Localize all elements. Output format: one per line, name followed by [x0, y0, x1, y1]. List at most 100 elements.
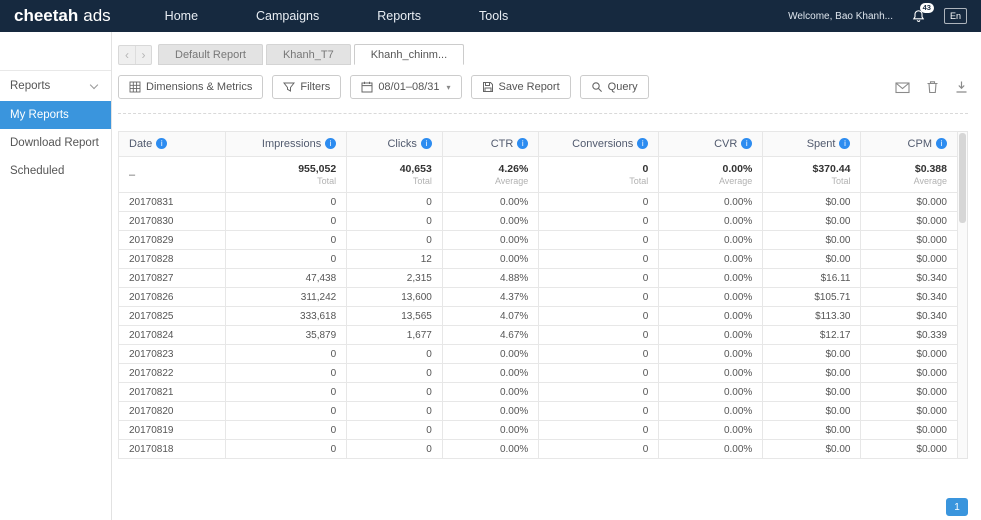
chevron-down-icon — [89, 80, 99, 89]
table-row: 20170821 0 0 0.00% 0 0.00% $0.00 $0.000 — [118, 382, 958, 402]
query-button[interactable]: Query — [579, 75, 649, 99]
nav-home[interactable]: Home — [164, 9, 199, 23]
brand-light: ads — [83, 6, 111, 25]
info-icon[interactable]: i — [839, 138, 851, 149]
tab-khanh-chinm[interactable]: Khanh_chinm... — [353, 44, 465, 65]
value-cell: 0.00% — [441, 363, 540, 383]
value-cell: 0 — [538, 325, 660, 345]
main-content: ‹ › Default Report Khanh_T7 Khanh_chinm.… — [112, 32, 981, 520]
value-cell: 0.00% — [658, 325, 764, 345]
report-tabbar: ‹ › Default Report Khanh_T7 Khanh_chinm.… — [118, 44, 968, 65]
date-cell: 20170821 — [118, 382, 226, 402]
value-cell: 0.00% — [441, 344, 540, 364]
date-cell: 20170831 — [118, 192, 226, 212]
value-cell: 0.00% — [658, 268, 764, 288]
column-header-impressions[interactable]: Impressions i — [224, 131, 348, 157]
sidebar-item-scheduled[interactable]: Scheduled — [10, 165, 65, 177]
column-header-date[interactable]: Date i — [118, 131, 226, 157]
notification-bell-icon[interactable]: 43 — [911, 2, 934, 24]
tab-default-report[interactable]: Default Report — [158, 44, 263, 65]
nav-tools[interactable]: Tools — [479, 9, 509, 23]
info-icon[interactable]: i — [156, 138, 168, 149]
summary-row: – 955,052 Total 40,653 Total 4.26% Average … — [118, 156, 958, 193]
column-header-ctr[interactable]: CTR i — [441, 131, 540, 157]
value-cell: 0 — [346, 230, 443, 250]
nav-campaigns[interactable]: Campaigns — [256, 9, 320, 23]
table-row: 20170823 0 0 0.00% 0 0.00% $0.00 $0.000 — [118, 344, 958, 364]
value-cell: $0.000 — [860, 420, 958, 440]
chevron-down-icon: ▾ — [446, 82, 451, 92]
page-layout: Reports My Reports Download Report Sched… — [0, 32, 981, 520]
sidebar-item-my-reports[interactable]: My Reports — [0, 101, 111, 129]
info-icon[interactable]: i — [325, 138, 337, 149]
summary-cell: 0.00% Average — [658, 156, 764, 193]
value-cell: 0.00% — [441, 382, 540, 402]
info-icon[interactable]: i — [420, 138, 432, 149]
value-cell: $0.000 — [860, 249, 958, 269]
value-cell: 0 — [538, 211, 660, 231]
toolbar: Dimensions & Metrics Filters 08/01–08/31… — [118, 75, 968, 99]
tab-scroll-right-icon[interactable]: › — [135, 46, 151, 64]
value-cell: $0.000 — [860, 211, 958, 231]
value-cell: $0.00 — [762, 211, 862, 231]
value-cell: 0 — [346, 344, 443, 364]
tab-khanh-t7[interactable]: Khanh_T7 — [265, 44, 351, 65]
info-icon[interactable]: i — [517, 138, 529, 149]
info-icon[interactable]: i — [936, 138, 947, 149]
language-selector[interactable]: En — [943, 8, 967, 24]
main-nav: Home Campaigns Reports Tools — [165, 9, 567, 23]
download-icon[interactable] — [955, 80, 968, 94]
value-cell: $105.71 — [762, 287, 862, 307]
value-cell: 0 — [224, 363, 348, 383]
table-row: 20170831 0 0 0.00% 0 0.00% $0.00 $0.000 — [118, 192, 958, 212]
dimensions-metrics-button[interactable]: Dimensions & Metrics — [118, 75, 264, 99]
page-1-button[interactable]: 1 — [946, 498, 968, 516]
date-cell: 20170823 — [118, 344, 226, 364]
summary-cell: $0.388 Average — [860, 156, 958, 193]
value-cell: $0.340 — [860, 306, 958, 326]
save-icon — [482, 81, 494, 93]
sidebar-item-download-report[interactable]: Download Report — [10, 137, 99, 149]
table-row: 20170829 0 0 0.00% 0 0.00% $0.00 $0.000 — [118, 230, 958, 250]
date-cell: 20170825 — [118, 306, 226, 326]
brand-logo[interactable]: cheetah ads — [14, 6, 111, 26]
column-header-conversions[interactable]: Conversions i — [538, 131, 660, 157]
value-cell: 0.00% — [441, 439, 540, 459]
value-cell: 0 — [224, 211, 348, 231]
date-range-button[interactable]: 08/01–08/31 ▾ — [350, 75, 462, 99]
sidebar-section-reports[interactable]: Reports — [0, 70, 111, 101]
column-header-cvr[interactable]: CVR i — [658, 131, 764, 157]
filters-button[interactable]: Filters — [272, 75, 342, 99]
grid-icon — [129, 81, 141, 93]
summary-cell: 955,052 Total — [224, 156, 348, 193]
scrollbar-thumb[interactable] — [959, 133, 966, 223]
table-row: 20170818 0 0 0.00% 0 0.00% $0.00 $0.000 — [118, 439, 958, 459]
trash-icon[interactable] — [926, 80, 939, 94]
filter-icon — [283, 81, 296, 93]
value-cell: 12 — [346, 249, 443, 269]
column-header-cpm[interactable]: CPM i — [860, 131, 958, 157]
value-cell: $0.000 — [860, 230, 958, 250]
table-scrollbar[interactable] — [958, 131, 968, 459]
date-cell: 20170829 — [118, 230, 226, 250]
value-cell: 0.00% — [441, 401, 540, 421]
top-navbar: cheetah ads Home Campaigns Reports Tools … — [0, 0, 981, 32]
save-report-button[interactable]: Save Report — [470, 75, 571, 99]
mail-icon[interactable] — [895, 81, 910, 94]
summary-cell: 0 Total — [538, 156, 660, 193]
value-cell: 4.07% — [441, 306, 540, 326]
summary-cell: 40,653 Total — [346, 156, 443, 193]
info-icon[interactable]: i — [637, 138, 649, 149]
tab-scroll-left-icon[interactable]: ‹ — [125, 48, 129, 62]
welcome-text: Welcome, Bao Khanh... — [788, 10, 893, 22]
nav-reports[interactable]: Reports — [377, 9, 422, 23]
table-row: 20170830 0 0 0.00% 0 0.00% $0.00 $0.000 — [118, 211, 958, 231]
column-header-spent[interactable]: Spent i — [762, 131, 862, 157]
column-header-clicks[interactable]: Clicks i — [346, 131, 443, 157]
info-icon[interactable]: i — [741, 138, 753, 149]
value-cell: $0.340 — [860, 268, 958, 288]
value-cell: 0.00% — [658, 401, 764, 421]
value-cell: 0.00% — [658, 420, 764, 440]
value-cell: 13,565 — [346, 306, 443, 326]
value-cell: 333,618 — [224, 306, 348, 326]
